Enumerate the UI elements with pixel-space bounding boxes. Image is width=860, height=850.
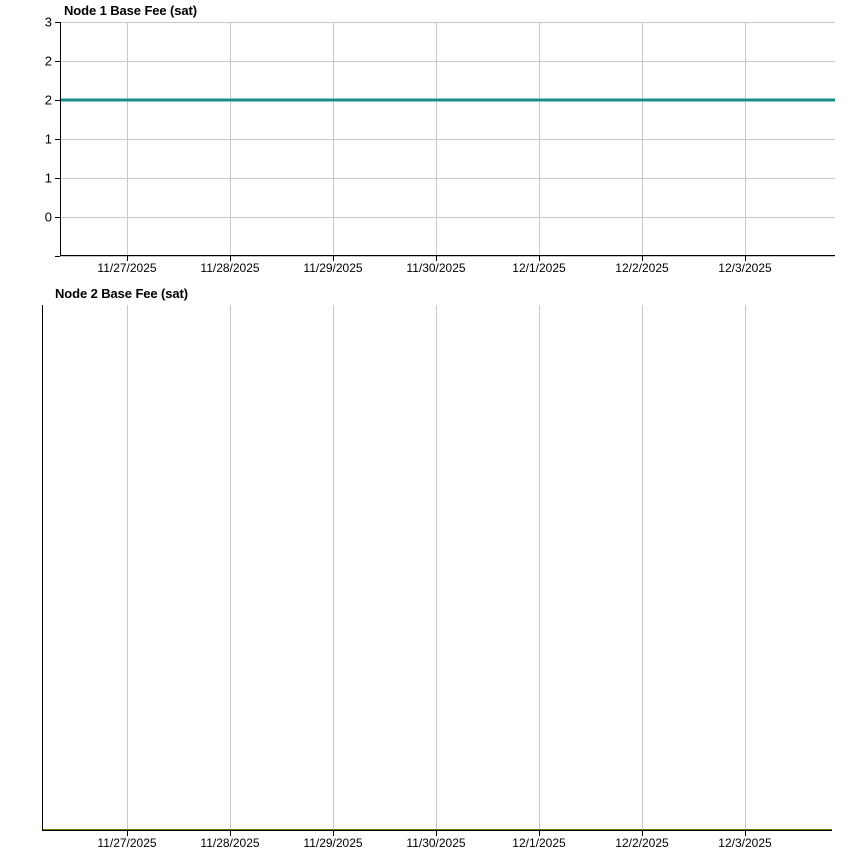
chart-1-y-tick-label: 2 <box>44 92 52 108</box>
chart-1-gridline-h <box>60 61 835 62</box>
vgrid-1-x-tick <box>436 256 437 261</box>
chart-1-y-tick <box>55 22 60 23</box>
vgrid-1-gridline-v <box>642 22 643 256</box>
chart-1-y-tick <box>55 100 60 101</box>
chart-1-y-tick <box>55 217 60 218</box>
chart-1-series-line <box>60 98 835 102</box>
vgrid-1-gridline-v <box>436 22 437 256</box>
vgrid-1-x-tick <box>230 256 231 261</box>
vgrid-1-x-tick <box>745 256 746 261</box>
chart-1-y-tick-label: 1 <box>44 131 52 147</box>
vgrid-2-gridline-v <box>333 305 334 831</box>
vgrid-2-gridline-v <box>127 305 128 831</box>
chart-1-y-tick-label: 3 <box>44 14 52 30</box>
vgrid-2-x-tick-label: 12/3/2025 <box>718 836 772 850</box>
chart-1-y-tick-label: 1 <box>44 170 52 186</box>
chart-1-y-tick <box>55 256 60 257</box>
vgrid-1-x-tick <box>642 256 643 261</box>
vgrid-1-gridline-v <box>333 22 334 256</box>
chart-2-title: Node 2 Base Fee (sat) <box>55 286 189 301</box>
chart-2-plot-area: 11/27/2025 11/28/2025 11/29/2025 11/30/2025… <box>42 305 832 850</box>
vgrid-1-x-tick-label: 11/30/2025 <box>406 261 466 275</box>
vgrid-1-gridline-v <box>127 22 128 256</box>
chart-1-y-tick <box>55 139 60 140</box>
vgrid-2-gridline-v <box>642 305 643 831</box>
vgrid-1-gridline-v <box>745 22 746 256</box>
chart-1-gridline-h <box>60 217 835 218</box>
chart-1-y-tick-label: 2 <box>44 53 52 69</box>
chart-1-plot-area: 3 2 2 1 1 0 11/27/2025 11/28/2025 11/29/2025 11/… <box>45 15 835 275</box>
vgrid-1-x-tick-label: 12/3/2025 <box>718 261 772 275</box>
vgrid-1-x-tick-label: 11/27/2025 <box>97 261 157 275</box>
vgrid-1-x-tick <box>333 256 334 261</box>
chart-1-title: Node 1 Base Fee (sat) <box>64 3 198 18</box>
chart-1-gridline-h <box>60 22 835 23</box>
vgrid-1-x-tick <box>127 256 128 261</box>
vgrid-2-gridline-v <box>745 305 746 831</box>
vgrid-2-x-tick-label: 12/2/2025 <box>615 836 669 850</box>
chart-1-y-axis <box>60 22 61 256</box>
chart-2-y-axis <box>42 305 43 831</box>
vgrid-2-gridline-v <box>230 305 231 831</box>
vgrid-2-x-tick-label: 11/30/2025 <box>406 836 466 850</box>
chart-1-gridline-h <box>60 256 835 257</box>
chart-node-2: Node 2 Base Fee (sat) 11/27/2025 11/28/20… <box>0 283 860 850</box>
chart-1-gridline-h <box>60 139 835 140</box>
vgrid-1-gridline-v <box>539 22 540 256</box>
vgrid-2-gridline-v <box>539 305 540 831</box>
vgrid-1-gridline-v <box>230 22 231 256</box>
vgrid-1-x-tick-label: 11/28/2025 <box>200 261 260 275</box>
vgrid-1-x-tick <box>539 256 540 261</box>
chart-1-x-axis <box>60 255 835 256</box>
chart-2-x-axis <box>42 830 832 831</box>
chart-1-gridline-h <box>60 178 835 179</box>
vgrid-1-x-tick-label: 11/29/2025 <box>303 261 363 275</box>
chart-node-1: Node 1 Base Fee (sat) 3 2 2 1 1 0 11/27/2025 1… <box>0 0 860 285</box>
vgrid-2-x-tick-label: 12/1/2025 <box>512 836 566 850</box>
vgrid-2-x-tick-label: 11/28/2025 <box>200 836 260 850</box>
vgrid-2-x-tick-label: 11/27/2025 <box>97 836 157 850</box>
vgrid-2-gridline-v <box>436 305 437 831</box>
vgrid-2-x-tick-label: 11/29/2025 <box>303 836 363 850</box>
vgrid-1-x-tick-label: 12/1/2025 <box>512 261 566 275</box>
vgrid-1-x-tick-label: 12/2/2025 <box>615 261 669 275</box>
chart-1-y-tick <box>55 178 60 179</box>
chart-1-y-tick-label: 0 <box>44 209 52 225</box>
chart-1-y-tick <box>55 61 60 62</box>
